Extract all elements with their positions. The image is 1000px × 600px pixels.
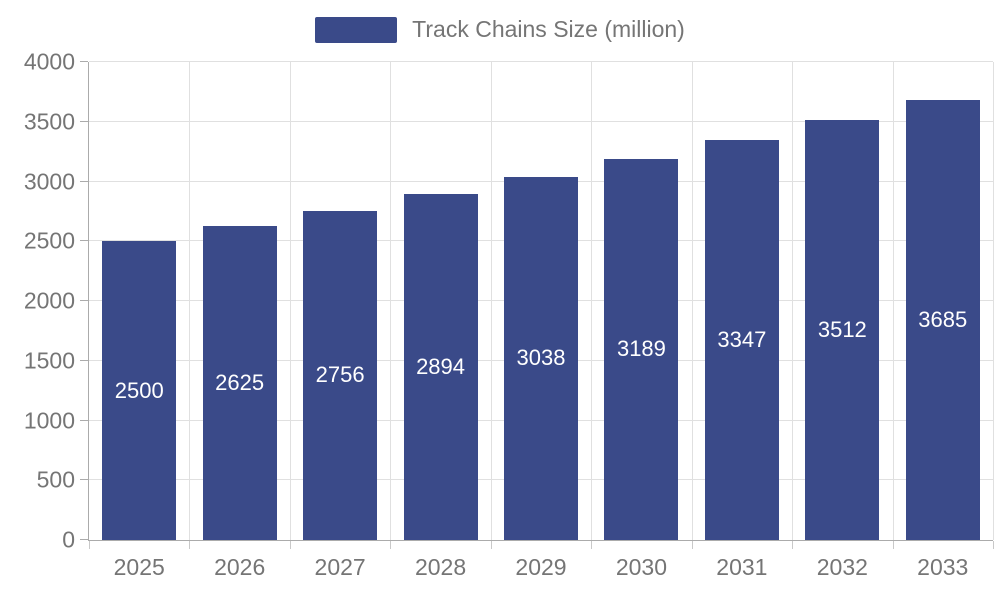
bar-value-label: 2756 <box>315 362 365 388</box>
y-tick-label: 3500 <box>23 108 75 135</box>
legend-swatch <box>315 16 398 43</box>
y-tick-mark <box>80 300 88 301</box>
x-tick-label-2032: 2032 <box>816 554 868 580</box>
x-tick-mark <box>390 541 392 549</box>
y-tick-label: 500 <box>36 466 75 493</box>
x-tick-label-2031: 2031 <box>716 554 768 580</box>
x-tick-label-2025: 2025 <box>113 554 165 580</box>
bar-value-label: 3347 <box>717 327 767 353</box>
bar-2025[interactable]: 2500 <box>102 241 177 540</box>
bar-2033[interactable]: 3685 <box>905 99 980 540</box>
x-tick-mark <box>189 541 191 549</box>
bar-value-label: 3189 <box>616 336 666 362</box>
bar-2029[interactable]: 3038 <box>504 176 578 540</box>
y-tick-label: 1000 <box>23 407 75 433</box>
y-tick-label: 2500 <box>23 227 75 254</box>
x-tick-mark <box>792 541 794 549</box>
y-tick-mark <box>80 539 88 540</box>
legend-label: Track Chains Size (million) <box>412 16 685 42</box>
y-tick-mark <box>80 479 88 481</box>
bar-2030[interactable]: 3189 <box>604 158 679 540</box>
x-tick-label-2029: 2029 <box>515 554 567 580</box>
bar-2026[interactable]: 2625 <box>202 226 277 540</box>
y-tick-label: 1500 <box>23 347 75 374</box>
x-gridline <box>691 62 693 540</box>
bar-2028[interactable]: 2894 <box>403 194 478 540</box>
x-gridline <box>591 62 593 540</box>
x-tick-label-2027: 2027 <box>314 554 366 580</box>
x-tick-label-2028: 2028 <box>414 554 467 580</box>
x-gridline <box>892 62 894 540</box>
x-tick-mark <box>993 541 994 549</box>
bar-value-label: 2500 <box>114 377 164 403</box>
y-gridline <box>89 61 993 62</box>
y-tick-label: 3000 <box>23 168 75 194</box>
bar-2032[interactable]: 3512 <box>805 120 880 540</box>
x-tick-label-2026: 2026 <box>214 554 266 580</box>
bar-value-label: 2894 <box>416 354 466 380</box>
x-gridline <box>490 62 492 540</box>
y-tick-mark <box>80 120 88 122</box>
x-gridline <box>189 62 191 540</box>
x-tick-mark <box>490 541 492 549</box>
y-tick-label: 2000 <box>23 287 75 314</box>
bar-2031[interactable]: 3347 <box>704 140 779 540</box>
x-tick-mark <box>89 541 90 549</box>
y-gridline <box>89 120 993 122</box>
y-tick-mark <box>80 240 88 242</box>
y-tick-mark <box>80 180 88 182</box>
bar-value-label: 3512 <box>817 317 867 343</box>
bar-2027[interactable]: 2756 <box>303 210 378 540</box>
x-tick-mark <box>289 541 291 549</box>
y-tick-mark <box>80 61 88 62</box>
bar-value-label: 3038 <box>516 345 566 371</box>
y-tick-mark <box>80 419 88 421</box>
y-tick-label: 0 <box>62 526 75 553</box>
x-gridline <box>289 62 291 540</box>
y-tick-mark <box>80 359 88 361</box>
x-gridline <box>993 62 994 540</box>
y-tick-label: 4000 <box>23 48 75 75</box>
x-tick-label-2033: 2033 <box>917 554 969 580</box>
bar-value-label: 3685 <box>918 306 968 332</box>
x-tick-mark <box>691 541 693 549</box>
plot-area: 0 500 1000 1500 2000 2500 3000 3500 4000 2500 2025… <box>24 49 994 580</box>
x-gridline <box>792 62 794 540</box>
legend-item[interactable]: Track Chains Size (million) <box>0 16 1000 43</box>
x-tick-mark <box>591 541 593 549</box>
x-gridline <box>390 62 392 540</box>
bar-value-label: 2625 <box>215 370 265 396</box>
x-tick-label-2030: 2030 <box>615 554 668 580</box>
x-tick-mark <box>892 541 894 549</box>
